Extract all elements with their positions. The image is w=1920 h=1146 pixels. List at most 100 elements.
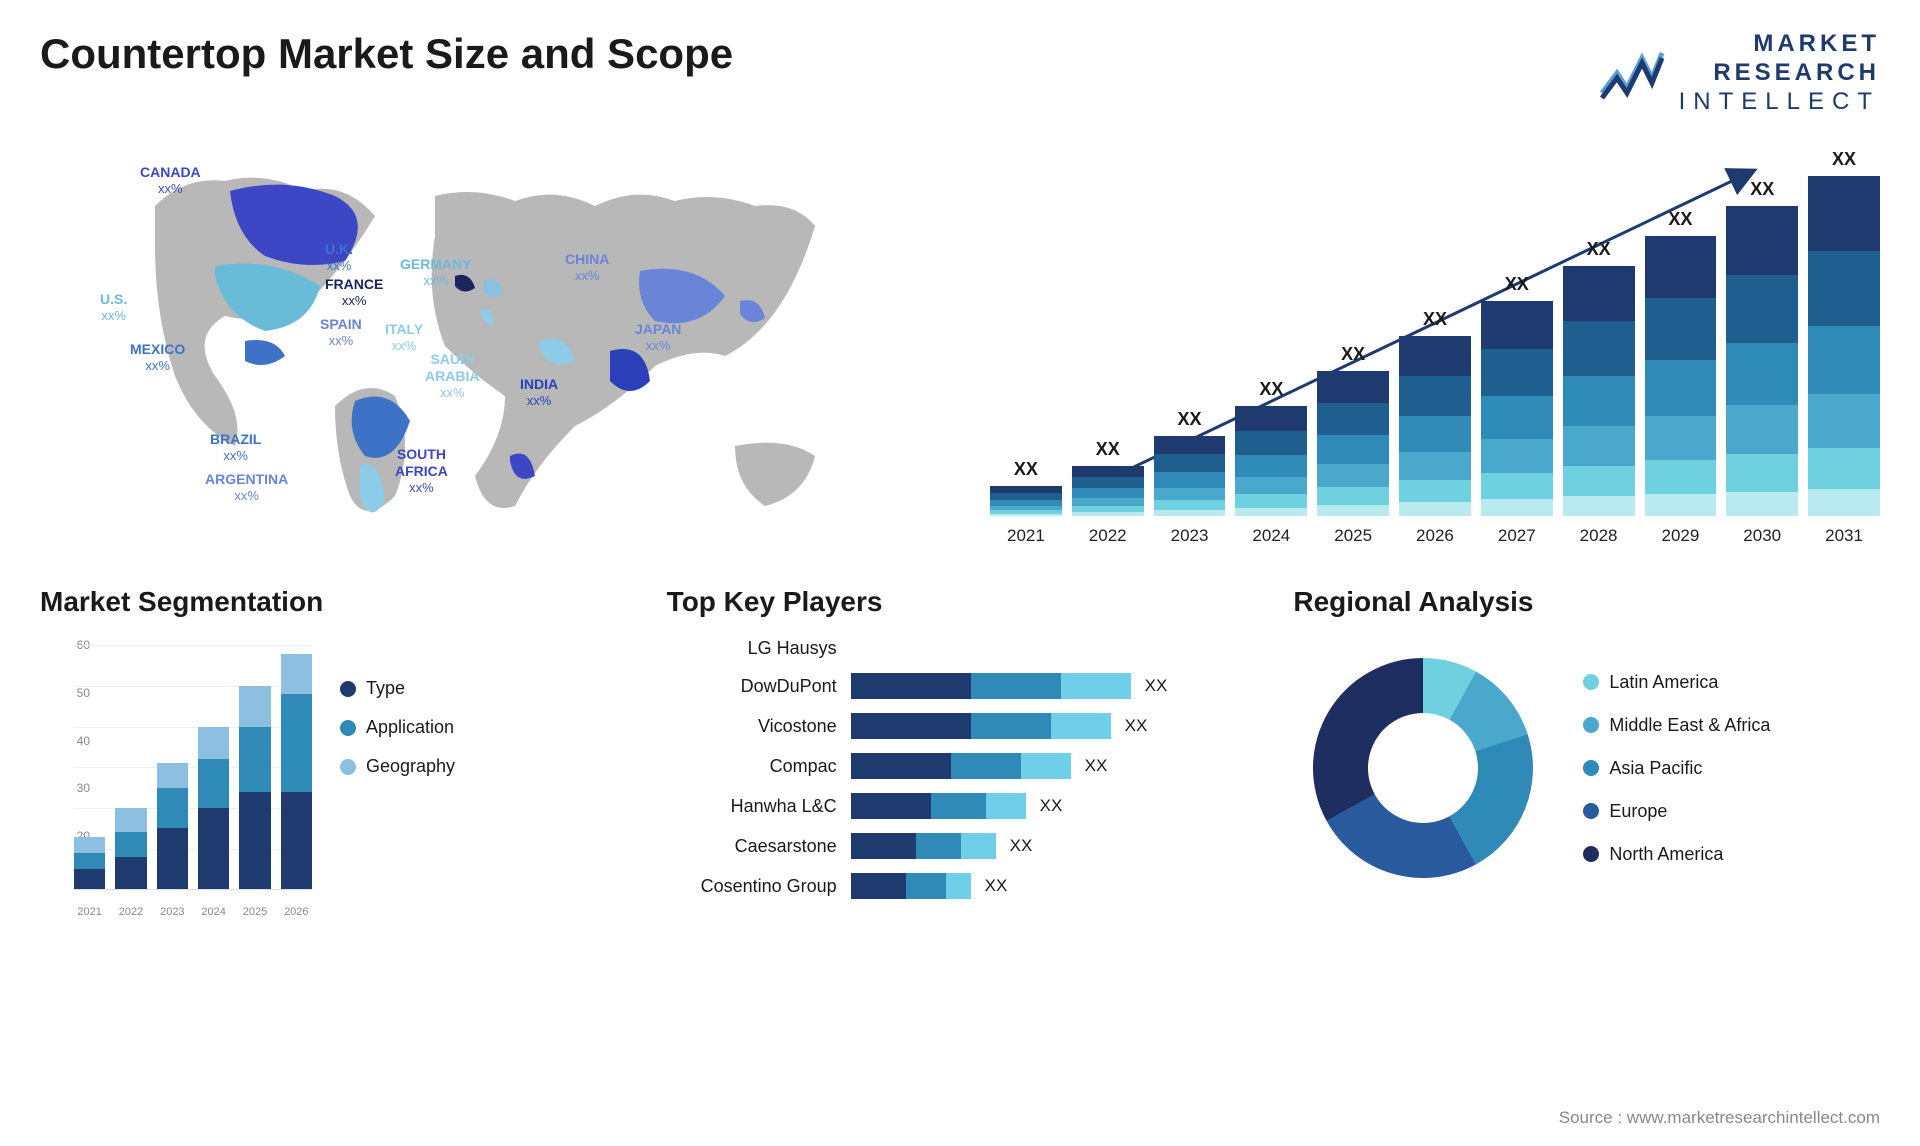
player-row: Cosentino Group XX xyxy=(667,873,1254,899)
legend-item: Application xyxy=(340,717,455,738)
map-label: MEXICOxx% xyxy=(130,341,185,373)
forecast-bar: XX xyxy=(1235,379,1307,516)
logo-line1: MARKET xyxy=(1679,30,1880,59)
segmentation-panel: Market Segmentation 605040302010 2021202… xyxy=(40,586,627,918)
forecast-bar-value: XX xyxy=(1505,274,1529,295)
player-bar xyxy=(851,753,1071,779)
forecast-x-label: 2029 xyxy=(1645,526,1717,546)
player-value: XX xyxy=(985,876,1008,896)
map-label: SAUDIARABIAxx% xyxy=(425,351,479,400)
player-name: Hanwha L&C xyxy=(667,796,837,817)
player-bar xyxy=(851,873,971,899)
forecast-x-label: 2025 xyxy=(1317,526,1389,546)
world-map-panel: CANADAxx% U.S.xx%MEXICOxx% BRAZILxx% ARGENT… xyxy=(40,146,930,546)
segmentation-x-label: 2026 xyxy=(281,906,312,918)
map-label: INDIAxx% xyxy=(520,376,558,408)
source-attribution: Source : www.marketresearchintellect.com xyxy=(1559,1108,1880,1128)
segmentation-x-label: 2023 xyxy=(157,906,188,918)
player-value: XX xyxy=(1040,796,1063,816)
player-value: XX xyxy=(1010,836,1033,856)
map-label: BRAZILxx% xyxy=(210,431,261,463)
segmentation-bar xyxy=(74,837,105,890)
player-bar xyxy=(851,833,996,859)
forecast-bar: XX xyxy=(1808,149,1880,516)
legend-item: Latin America xyxy=(1583,672,1770,693)
player-name: Vicostone xyxy=(667,716,837,737)
forecast-x-label: 2031 xyxy=(1808,526,1880,546)
forecast-x-label: 2027 xyxy=(1481,526,1553,546)
bottom-row: Market Segmentation 605040302010 2021202… xyxy=(40,586,1880,918)
legend-item: Geography xyxy=(340,756,455,777)
map-label: GERMANYxx% xyxy=(400,256,472,288)
forecast-bar: XX xyxy=(1399,309,1471,516)
forecast-bar-value: XX xyxy=(1587,239,1611,260)
forecast-bar: XX xyxy=(1072,439,1144,516)
forecast-bar-value: XX xyxy=(1341,344,1365,365)
regions-title: Regional Analysis xyxy=(1293,586,1880,618)
player-row: Hanwha L&C XX xyxy=(667,793,1254,819)
player-name: Cosentino Group xyxy=(667,876,837,897)
players-panel: Top Key Players LG HausysDowDuPontXXVico… xyxy=(667,586,1254,918)
player-name: Compac xyxy=(667,756,837,777)
logo: MARKET RESEARCH INTELLECT xyxy=(1597,30,1880,116)
forecast-x-label: 2026 xyxy=(1399,526,1471,546)
players-chart: LG HausysDowDuPontXXVicostoneXXCompacXXH… xyxy=(667,638,1254,899)
forecast-bar: XX xyxy=(1481,274,1553,516)
segmentation-x-label: 2021 xyxy=(74,906,105,918)
map-label: FRANCExx% xyxy=(325,276,383,308)
logo-line3: INTELLECT xyxy=(1679,88,1880,117)
legend-item: North America xyxy=(1583,844,1770,865)
map-label: SPAINxx% xyxy=(320,316,362,348)
forecast-bar-value: XX xyxy=(1832,149,1856,170)
segmentation-chart: 605040302010 202120222023202420252026 xyxy=(40,638,320,918)
page-title: Countertop Market Size and Scope xyxy=(40,30,733,78)
forecast-bar-value: XX xyxy=(1259,379,1283,400)
segmentation-legend: Type Application Geography xyxy=(340,638,455,918)
segmentation-bar xyxy=(198,727,229,890)
player-bar xyxy=(851,793,1026,819)
regions-donut-chart xyxy=(1293,638,1553,898)
logo-line2: RESEARCH xyxy=(1679,59,1880,88)
player-row: LG Hausys xyxy=(667,638,1254,659)
segmentation-bar xyxy=(157,763,188,889)
forecast-x-label: 2022 xyxy=(1072,526,1144,546)
segmentation-bar xyxy=(281,654,312,890)
player-row: Caesarstone XX xyxy=(667,833,1254,859)
forecast-bar-value: XX xyxy=(1178,409,1202,430)
forecast-chart-panel: XXXXXXXXXXXXXXXXXXXXXX 20212022202320242… xyxy=(990,146,1880,546)
legend-item: Asia Pacific xyxy=(1583,758,1770,779)
player-value: XX xyxy=(1145,676,1168,696)
forecast-x-label: 2023 xyxy=(1154,526,1226,546)
map-label: JAPANxx% xyxy=(635,321,681,353)
player-name: Caesarstone xyxy=(667,836,837,857)
legend-item: Type xyxy=(340,678,455,699)
forecast-bar-value: XX xyxy=(1096,439,1120,460)
segmentation-x-label: 2022 xyxy=(115,906,146,918)
forecast-bar-value: XX xyxy=(1750,179,1774,200)
legend-item: Middle East & Africa xyxy=(1583,715,1770,736)
segmentation-title: Market Segmentation xyxy=(40,586,627,618)
forecast-x-label: 2030 xyxy=(1726,526,1798,546)
legend-item: Europe xyxy=(1583,801,1770,822)
forecast-bar: XX xyxy=(1317,344,1389,516)
forecast-x-label: 2021 xyxy=(990,526,1062,546)
forecast-bar: XX xyxy=(990,459,1062,516)
forecast-x-label: 2024 xyxy=(1235,526,1307,546)
logo-mark-icon xyxy=(1597,43,1667,103)
segmentation-x-label: 2024 xyxy=(198,906,229,918)
forecast-bar: XX xyxy=(1726,179,1798,516)
player-value: XX xyxy=(1125,716,1148,736)
map-label: ITALYxx% xyxy=(385,321,423,353)
map-label: ARGENTINAxx% xyxy=(205,471,288,503)
map-label: U.K.xx% xyxy=(325,241,353,273)
map-label: CANADAxx% xyxy=(140,164,201,196)
segmentation-x-label: 2025 xyxy=(239,906,270,918)
regions-legend: Latin America Middle East & Africa Asia Pa… xyxy=(1583,672,1770,865)
forecast-x-label: 2028 xyxy=(1563,526,1635,546)
player-row: Vicostone XX xyxy=(667,713,1254,739)
player-bar xyxy=(851,673,1131,699)
forecast-bar: XX xyxy=(1563,239,1635,516)
map-label: U.S.xx% xyxy=(100,291,127,323)
player-name: LG Hausys xyxy=(667,638,837,659)
segmentation-bar xyxy=(239,686,270,889)
